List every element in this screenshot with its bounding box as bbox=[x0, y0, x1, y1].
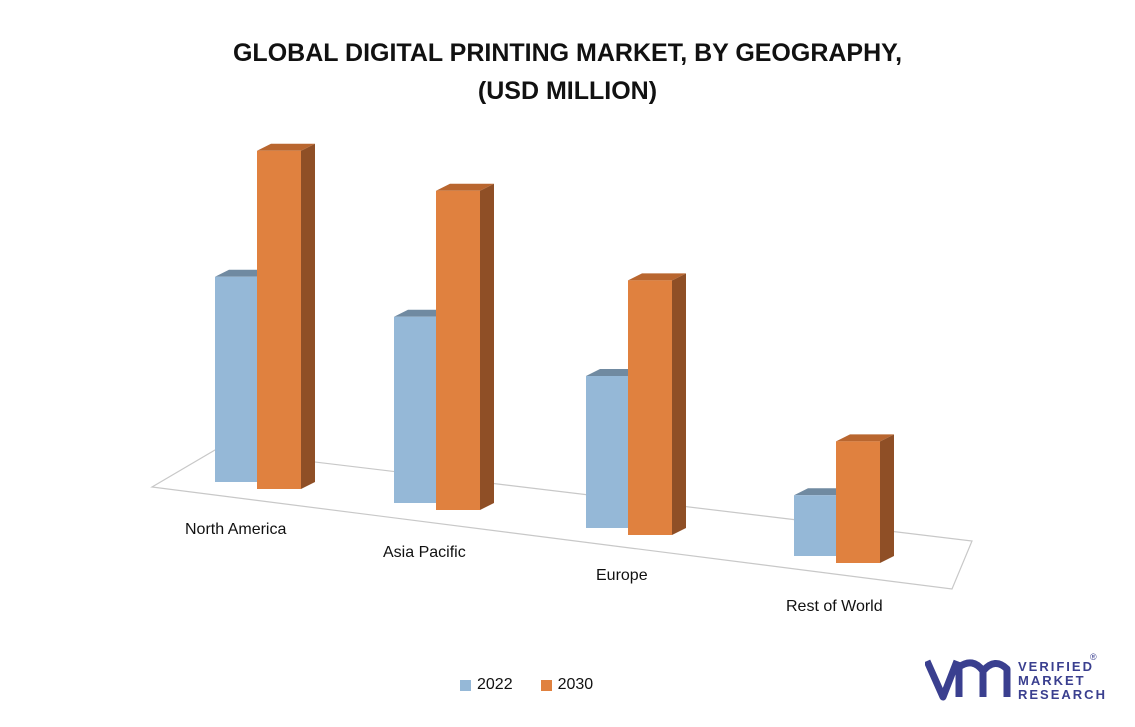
category-label-europe: Europe bbox=[596, 567, 648, 584]
bar-side-face bbox=[880, 434, 894, 563]
category-labels: North America Asia Pacific Europe Rest of W… bbox=[185, 521, 883, 615]
bar-front-face bbox=[394, 316, 438, 503]
chart-title: GLOBAL DIGITAL PRINTING MARKET, BY GEOGR… bbox=[0, 34, 1135, 110]
bar-north-america-2030 bbox=[257, 143, 315, 490]
vmr-logo-line1: VERIFIED bbox=[1018, 659, 1094, 674]
bar-front-face bbox=[436, 190, 480, 511]
bar-front-face bbox=[836, 441, 880, 563]
vmr-logo-line3: RESEARCH bbox=[1018, 687, 1107, 702]
bar-top-face bbox=[628, 273, 686, 281]
bar-side-face bbox=[301, 143, 315, 490]
bar-top-face bbox=[436, 183, 494, 191]
category-label-asia-pacific: Asia Pacific bbox=[383, 544, 466, 561]
category-label-rest-of-world: Rest of World bbox=[786, 598, 883, 615]
chart-floor bbox=[150, 449, 973, 590]
legend-label-2022: 2022 bbox=[477, 676, 513, 693]
vmr-logo-line2: MARKET bbox=[1018, 673, 1086, 688]
bars-group bbox=[215, 143, 894, 563]
bar-europe-2030 bbox=[628, 273, 686, 535]
vmr-logo-registered: ® bbox=[1090, 652, 1097, 662]
legend-swatch-2030 bbox=[540, 679, 552, 691]
bar-top-face bbox=[257, 143, 315, 151]
legend-swatch-2022 bbox=[460, 679, 471, 691]
legend-label-2030: 2030 bbox=[557, 676, 594, 693]
bar-front-face bbox=[215, 276, 259, 482]
bar-front-face bbox=[794, 495, 838, 556]
category-label-north-america: North America bbox=[185, 521, 286, 538]
bar-rest-of-world-2030 bbox=[836, 434, 894, 563]
bar-top-face bbox=[836, 434, 894, 442]
vmr-logo-text: VERIFIED MARKET RESEARCH bbox=[1018, 660, 1107, 702]
legend-item-2030: 2030 bbox=[540, 676, 594, 694]
bar-front-face bbox=[586, 376, 630, 528]
bar-side-face bbox=[480, 183, 494, 511]
vmr-logo-v-icon bbox=[925, 659, 961, 701]
chart-title-line2: (USD MILLION) bbox=[477, 77, 658, 105]
bar-front-face bbox=[628, 280, 672, 535]
bar-asia-pacific-2030 bbox=[436, 183, 494, 511]
vmr-logo bbox=[925, 659, 1011, 701]
bar-side-face bbox=[672, 273, 686, 535]
bar-front-face bbox=[257, 150, 301, 490]
chart-title-line1: GLOBAL DIGITAL PRINTING MARKET, BY GEOGR… bbox=[232, 39, 903, 67]
vmr-logo-m-icon bbox=[955, 659, 1011, 697]
legend-item-2022: 2022 bbox=[460, 676, 513, 694]
legend: 2022 2030 bbox=[460, 676, 593, 694]
